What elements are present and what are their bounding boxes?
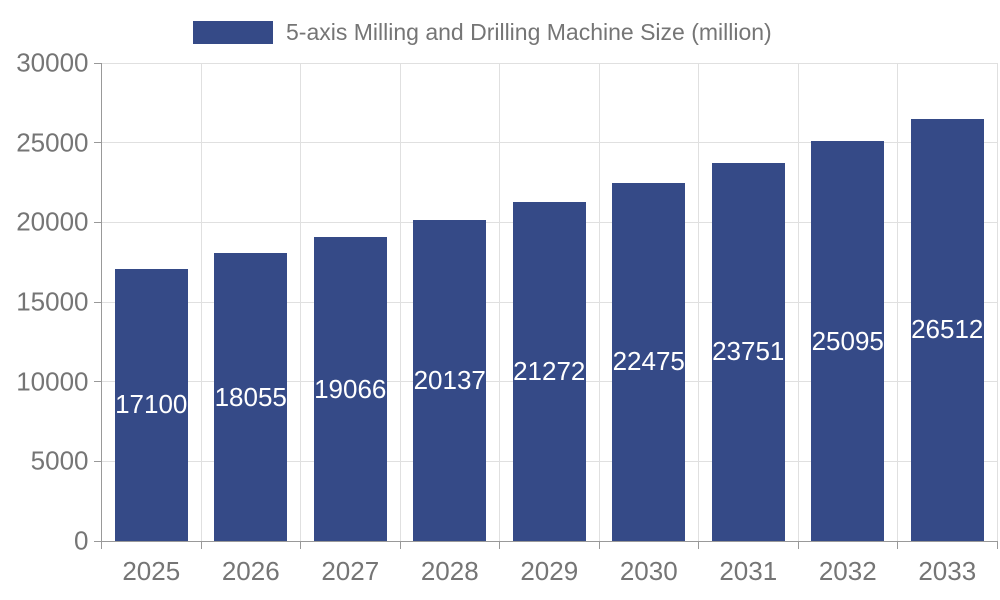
x-gridline [499, 63, 500, 541]
x-axis-tick-label: 2026 [221, 556, 280, 586]
x-axis-tick [499, 541, 500, 549]
y-axis-line [101, 63, 102, 541]
x-axis-tick-label: 2029 [520, 556, 579, 586]
x-axis-tick-label: 2032 [818, 556, 877, 586]
bar-value-label: 22475 [612, 346, 685, 377]
bar-value-label: 26512 [911, 314, 984, 345]
bar-value-label: 25095 [811, 325, 884, 356]
legend-item[interactable]: 5-axis Milling and Drilling Machine Size… [193, 19, 772, 46]
y-gridline [101, 62, 997, 64]
x-gridline [897, 63, 898, 541]
y-axis-tick-label: 25000 [16, 127, 89, 158]
y-axis-tick [93, 540, 102, 542]
x-axis-tick-label: 2033 [918, 556, 977, 586]
x-axis-tick-label: 2028 [420, 556, 479, 586]
y-axis-tick-label: 30000 [16, 47, 89, 78]
y-axis-tick [93, 460, 102, 462]
legend-label: 5-axis Milling and Drilling Machine Size… [286, 19, 772, 45]
y-axis-tick [93, 381, 102, 383]
x-axis-tick-label: 2027 [321, 556, 380, 586]
bar-2031[interactable]: 23751 [711, 162, 785, 541]
bar-value-label: 17100 [115, 389, 188, 420]
y-axis-tick-label: 15000 [16, 286, 89, 317]
x-axis-tick [698, 541, 699, 549]
x-gridline [797, 63, 799, 541]
x-axis-tick [399, 541, 401, 549]
legend-swatch [193, 21, 273, 44]
x-gridline [598, 63, 600, 541]
y-axis-tick-label: 5000 [30, 445, 89, 476]
x-gridline [698, 63, 699, 541]
bar-2028[interactable]: 20137 [413, 220, 487, 541]
x-axis-line [101, 540, 998, 542]
x-gridline [399, 63, 401, 541]
y-axis-tick [93, 301, 102, 303]
bar-2026[interactable]: 18055 [214, 253, 288, 541]
bar-2030[interactable]: 22475 [612, 182, 686, 541]
y-gridline [101, 142, 997, 144]
x-axis-tick [797, 541, 799, 549]
y-axis-tick-label: 10000 [16, 366, 89, 397]
bar-2025[interactable]: 17100 [114, 268, 188, 541]
bar-value-label: 21272 [513, 356, 586, 387]
bar-2033[interactable]: 26512 [910, 118, 984, 541]
x-axis-tick [598, 541, 600, 549]
bar-value-label: 19066 [314, 373, 387, 404]
bar-2027[interactable]: 19066 [313, 237, 387, 541]
x-gridline [200, 63, 202, 541]
bar-value-label: 23751 [712, 336, 785, 367]
bar-value-label: 20137 [413, 365, 486, 396]
x-axis-tick [897, 541, 898, 549]
x-axis-tick-label: 2025 [122, 556, 181, 586]
y-axis-tick [93, 142, 102, 144]
x-axis-tick [200, 541, 202, 549]
x-gridline [300, 63, 301, 541]
x-axis-tick-label: 2031 [719, 556, 778, 586]
bar-2032[interactable]: 25095 [811, 141, 885, 541]
y-axis-tick-label: 0 [74, 525, 89, 556]
y-axis-tick [93, 221, 102, 223]
y-axis-tick [93, 62, 102, 64]
x-axis-tick [996, 541, 998, 549]
x-axis-tick-label: 2030 [619, 556, 678, 586]
y-axis-tick-label: 20000 [16, 206, 89, 237]
x-axis-tick [101, 541, 102, 549]
bar-2029[interactable]: 21272 [512, 202, 586, 541]
x-gridline [996, 63, 998, 541]
x-axis-tick [300, 541, 301, 549]
bar-value-label: 18055 [214, 381, 287, 412]
